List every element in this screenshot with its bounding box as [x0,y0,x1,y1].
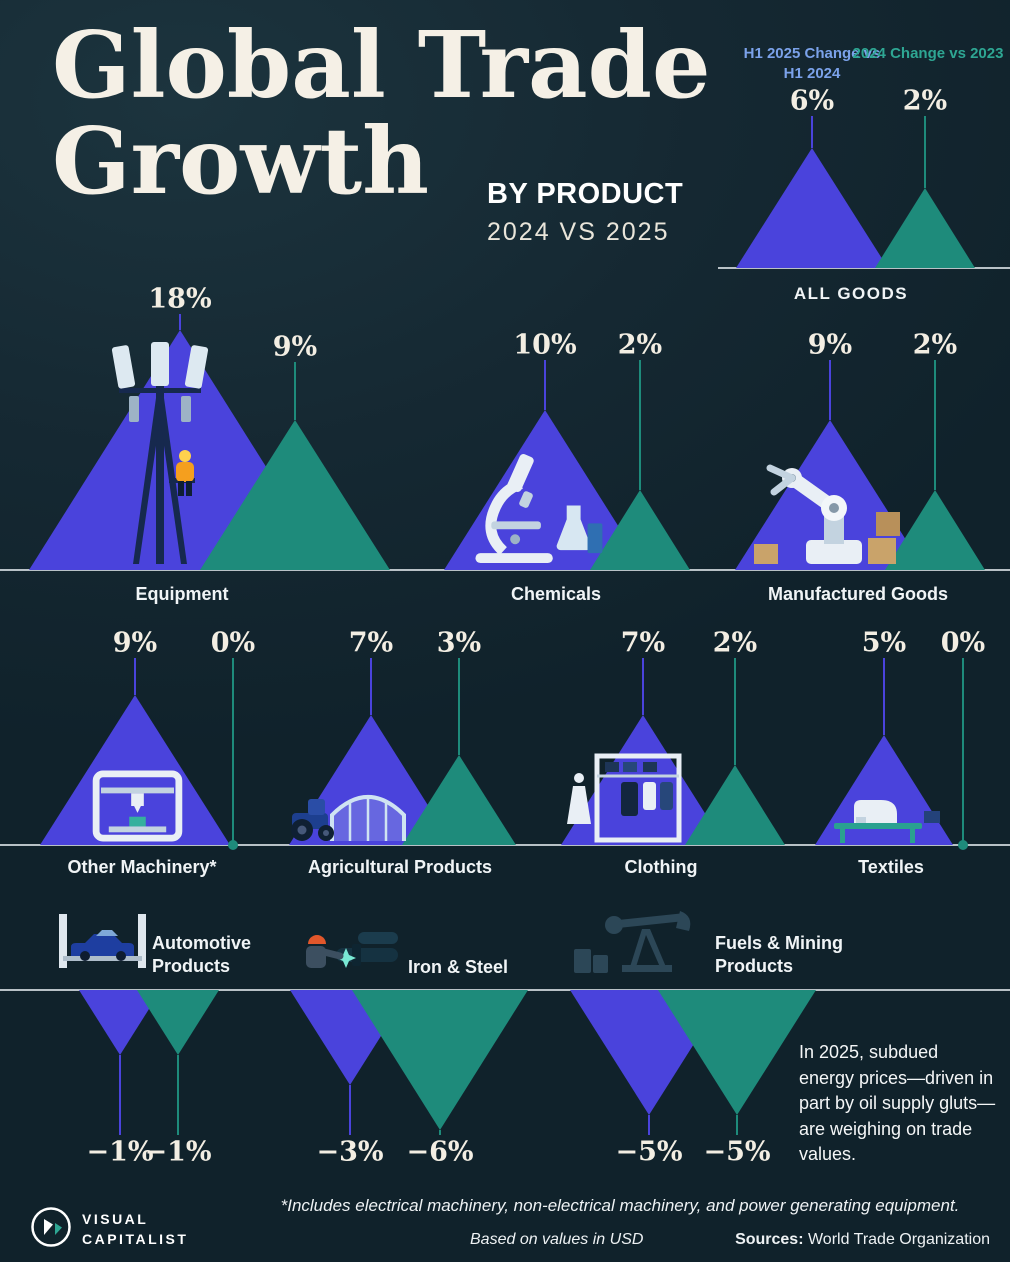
logo-text: VISUAL CAPITALIST [82,1210,188,1249]
percent-label: 9% [112,627,158,659]
percent-label: 6% [789,85,835,117]
category-label: Textiles [858,857,924,877]
leader-line [736,1115,738,1135]
oil-pump-icon [572,905,707,975]
leader-line [458,658,460,755]
car-lift-icon [55,912,150,970]
logo-line1: VISUAL [82,1210,149,1227]
zero-dot [228,840,238,850]
percent-label: 2% [902,85,948,117]
leader-line [119,1055,121,1135]
greenhouse-tractor-icon [290,775,440,843]
percent-label: −6% [406,1136,474,1168]
legend-h1-2025: H1 2025 Change vs H1 2024 [743,45,881,82]
subtitle-years: 2024 VS 2025 [487,218,670,246]
percent-label: 0% [940,627,986,659]
percent-label: −1% [144,1136,212,1168]
leader-line [177,1055,179,1135]
leader-line [439,1130,441,1135]
category-label: Manufactured Goods [767,584,949,604]
triangle-2024 [685,765,785,845]
percent-label: −1% [86,1136,154,1168]
baseline-row-1 [0,569,1010,571]
leader-line [883,658,885,735]
visual-capitalist-logo: VISUAL CAPITALIST [30,1206,188,1253]
leader-line [179,314,181,330]
annotation-text: In 2025, subdued energy prices—driven in… [799,1042,996,1165]
leader-line [734,658,736,765]
steelworker-icon [296,924,401,982]
machinery-icon [90,770,185,843]
leader-line [829,360,831,420]
telecom-tower-icon [95,336,225,568]
percent-label: 9% [272,331,318,363]
leader-line [294,362,296,420]
category-label: Fuels & Mining Products [715,933,843,976]
clothing-rack-icon [565,752,683,843]
footer-sources-label: Sources: [735,1231,804,1248]
page-title-line2: Growth [52,106,429,215]
baseline-row-2 [0,844,1010,846]
triangle-2024 [137,990,219,1055]
triangle-2024 [875,188,975,268]
footer-sources: Sources: World Trade Organization [735,1231,990,1249]
percent-label: 5% [861,627,907,659]
visual-capitalist-logo-icon [30,1206,72,1253]
triangle-h1-2025 [736,148,888,268]
leader-line [934,360,936,490]
percent-label: 7% [348,627,394,659]
category-label: Iron & Steel [408,957,509,977]
percent-label: −5% [615,1136,683,1168]
percent-label: 9% [807,329,853,361]
legend-2024: 2024 Change vs 2023 [852,45,1004,62]
leader-line [648,1115,650,1135]
logo-line2: CAPITALIST [82,1230,189,1247]
robotic-arm-icon [750,448,910,568]
leader-line [349,1085,351,1135]
sewing-machine-icon [832,785,942,843]
footnote-text: *Includes electrical machinery, non-elec… [280,1196,960,1215]
percent-label: −5% [703,1136,771,1168]
percent-label: 0% [210,627,256,659]
leader-line [370,658,372,715]
footer-sources-value: World Trade Organization [807,1231,990,1248]
leader-line [232,658,234,845]
category-label: Chemicals [510,584,602,604]
category-label: Automotive Products [152,933,251,976]
percent-label: 18% [148,283,212,315]
microscope-icon [455,444,605,568]
triangle-2024 [352,990,528,1130]
zero-dot [958,840,968,850]
baseline-row-0 [718,267,1010,269]
leader-line [962,658,964,845]
footer: Based on values in USD Sources: World Tr… [470,1231,990,1249]
page-title-line1: Global Trade [52,11,711,119]
category-label: Clothing [624,857,698,877]
footer-basis: Based on values in USD [470,1231,644,1248]
category-label: All Goods [793,284,909,303]
page-title: Global Trade Growth [52,11,711,215]
subtitle-by-product: BY PRODUCT [487,178,684,210]
leader-line [639,360,641,490]
percent-label: 2% [712,627,758,659]
percent-label: 7% [620,627,666,659]
category-label: Other Machinery* [67,857,217,877]
leader-line [544,360,546,410]
leader-line [134,658,136,695]
percent-label: 3% [436,627,482,659]
percent-label: 2% [912,329,958,361]
leader-line [924,116,926,188]
category-label: Agricultural Products [307,857,493,877]
percent-label: −3% [316,1136,384,1168]
leader-line [642,658,644,715]
category-label: Equipment [135,584,229,604]
leader-line [811,116,813,148]
percent-label: 10% [513,329,577,361]
percent-label: 2% [617,329,663,361]
